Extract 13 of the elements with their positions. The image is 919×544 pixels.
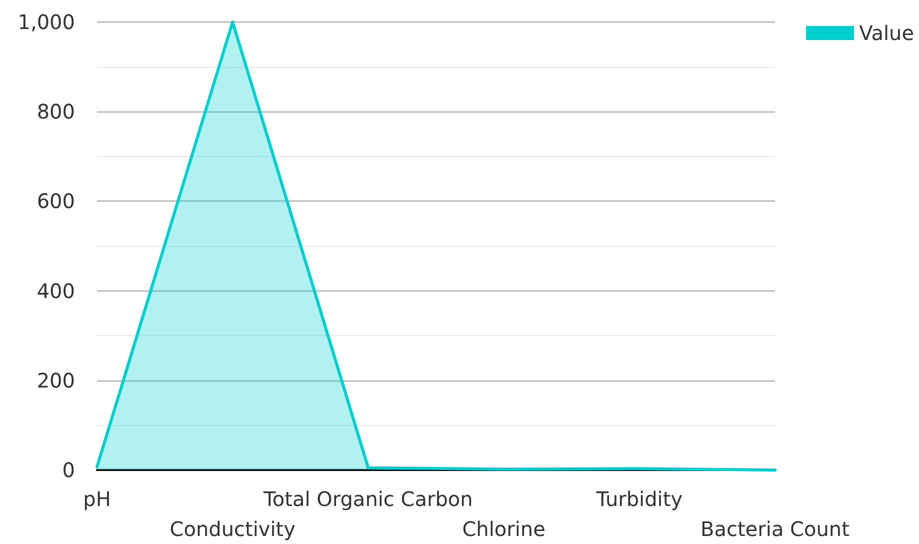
- x-tick-label: Turbidity: [595, 487, 683, 511]
- x-tick-label: Conductivity: [170, 517, 296, 541]
- x-tick-label: pH: [83, 487, 111, 511]
- x-tick-label: Bacteria Count: [700, 517, 850, 541]
- x-tick-label: Total Organic Carbon: [262, 487, 473, 511]
- y-tick-label: 600: [36, 189, 75, 214]
- y-tick-label: 200: [36, 368, 75, 392]
- y-tick-label: 800: [36, 100, 75, 124]
- y-tick-label: 0: [62, 458, 75, 482]
- legend-label: Value: [859, 21, 914, 45]
- x-tick-label: Chlorine: [462, 517, 546, 541]
- y-tick-label: 400: [36, 278, 75, 303]
- y-tick-label: 1,000: [18, 10, 75, 34]
